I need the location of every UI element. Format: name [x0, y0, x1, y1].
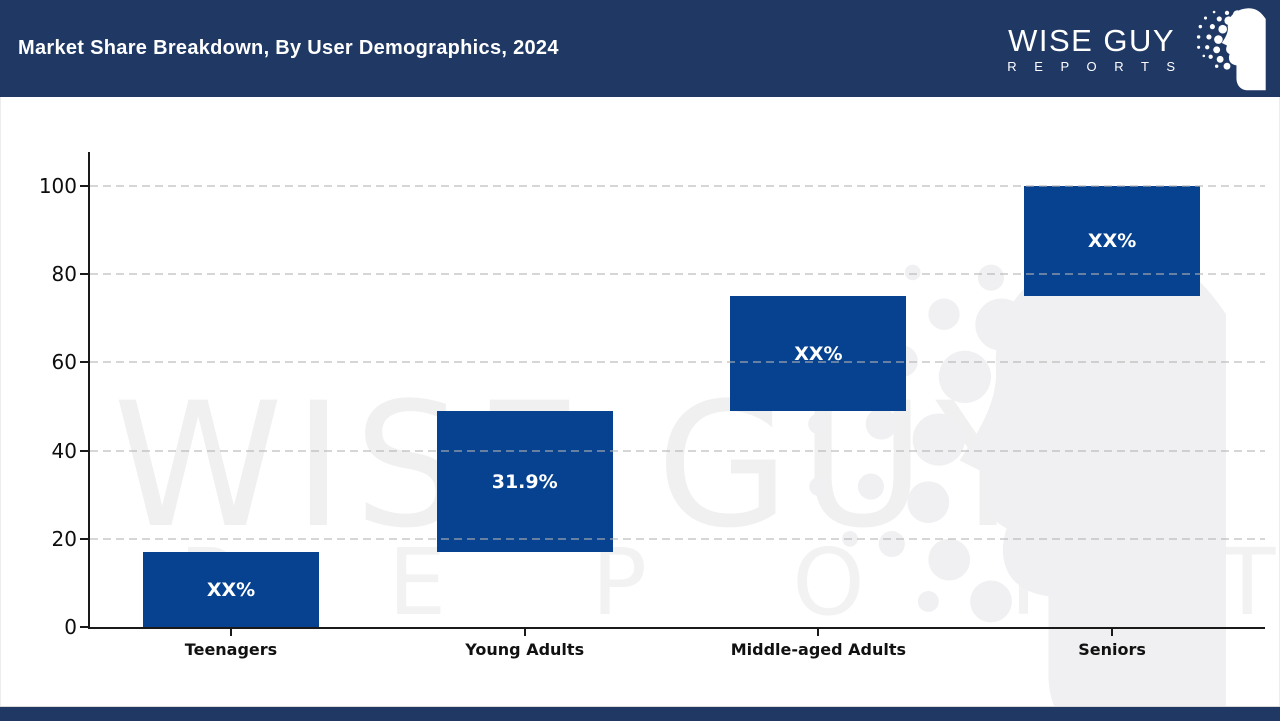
- logo-name: WISE GUY: [1008, 22, 1176, 58]
- y-tick-label-80: 80: [51, 262, 77, 287]
- gridline-40: [90, 449, 1265, 452]
- wise-guy-reports-logo: WISE GUY R E P O R T S: [1001, 6, 1280, 92]
- logo-subname: R E P O R T S: [1007, 58, 1182, 74]
- y-tick-label-40: 40: [51, 438, 77, 463]
- bar-young-adults: [436, 411, 613, 553]
- bar-seniors: [1024, 186, 1201, 297]
- x-tick-3: [1111, 629, 1114, 636]
- bar-value-label: XX%: [206, 578, 256, 601]
- y-tick-label-60: 60: [51, 350, 77, 375]
- bar-middle-aged-adults: [730, 296, 907, 412]
- logo-text: WISE GUY R E P O R T S: [1001, 25, 1182, 73]
- footer-bar: [0, 706, 1280, 721]
- gridline-100: [90, 185, 1265, 187]
- y-tick-0: [80, 626, 88, 628]
- gridline-20: [90, 537, 1265, 540]
- header-bar: Market Share Breakdown, By User Demograp…: [0, 0, 1280, 97]
- y-tick-label-100: 100: [38, 174, 77, 198]
- gridline-80: [90, 273, 1265, 276]
- bar-teenagers: [143, 552, 319, 627]
- x-tick-0: [230, 629, 232, 636]
- x-category-label: Middle-aged Adults: [730, 640, 907, 659]
- bar-value-label: XX%: [794, 342, 843, 365]
- bar-value-label: XX%: [1087, 230, 1137, 253]
- y-tick-80: [80, 273, 88, 276]
- y-tick-20: [80, 537, 88, 540]
- x-category-label: Seniors: [1078, 640, 1146, 659]
- x-axis-line: [88, 627, 1265, 629]
- y-axis-line: [88, 152, 90, 629]
- y-tick-40: [80, 449, 88, 452]
- y-tick-60: [80, 361, 88, 364]
- x-category-label: Teenagers: [184, 640, 278, 659]
- x-tick-2: [817, 629, 820, 636]
- gridline-60: [90, 361, 1265, 364]
- y-tick-100: [80, 185, 88, 187]
- chart-area: WISE GUY R E P O R T S 020406080100XX%Te…: [0, 97, 1280, 706]
- head-profile-icon: [1196, 7, 1266, 90]
- x-tick-1: [523, 629, 526, 636]
- bar-value-label: 31.9%: [491, 470, 558, 493]
- x-category-label: Young Adults: [465, 640, 585, 659]
- y-tick-label-0: 0: [64, 615, 77, 639]
- y-tick-label-20: 20: [51, 526, 77, 551]
- page-title: Market Share Breakdown, By User Demograp…: [18, 37, 559, 59]
